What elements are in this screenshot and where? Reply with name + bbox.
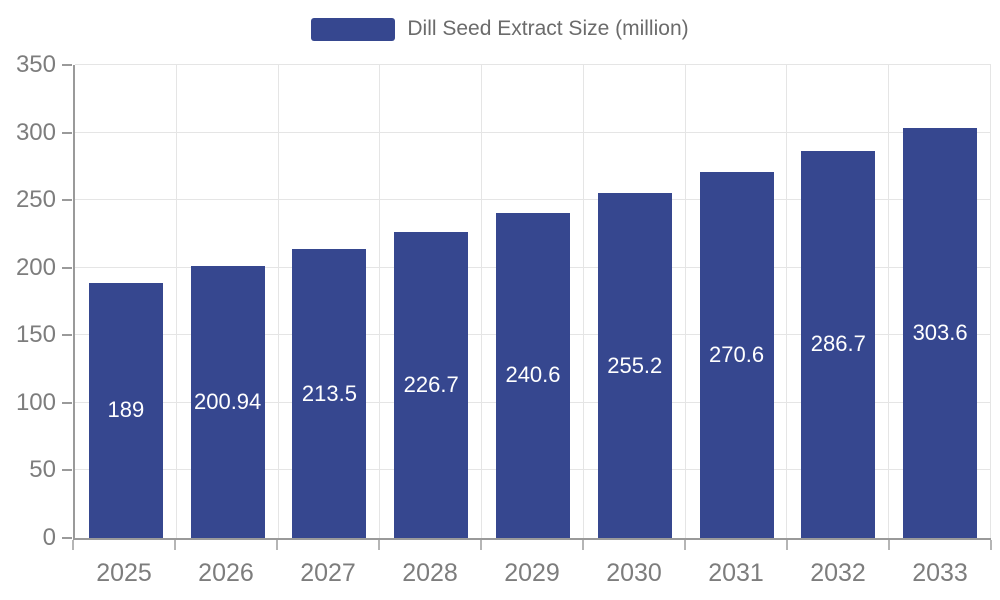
gridline-vertical: [277, 65, 279, 538]
x-axis-tick: [377, 540, 380, 550]
gridline-vertical: [379, 65, 381, 538]
x-axis-tick: [888, 540, 890, 550]
y-axis-label: 100: [15, 388, 56, 416]
bar[interactable]: 189: [88, 282, 163, 538]
x-axis-label: 2031: [708, 559, 764, 587]
gridline-horizontal: [75, 199, 991, 201]
x-axis-tick: [582, 540, 584, 550]
bar-value-label: 226.7: [403, 371, 459, 397]
y-axis-label: 300: [15, 118, 56, 146]
bar[interactable]: 213.5: [292, 249, 367, 538]
y-axis-label: 200: [15, 253, 56, 281]
x-axis-label: 2025: [96, 559, 152, 587]
y-axis-ticks: [62, 64, 72, 539]
y-axis-tick: [62, 266, 72, 269]
bar-value-label: 303.6: [912, 319, 968, 345]
bar-slot: 286.7: [787, 65, 889, 538]
bar-slot: 303.6: [889, 65, 991, 538]
x-axis-label: 2033: [912, 559, 968, 587]
x-axis-tick: [480, 540, 482, 550]
bar-slot: 240.6: [482, 65, 584, 538]
bar[interactable]: 255.2: [597, 193, 672, 538]
gridline-horizontal: [75, 64, 991, 65]
bar-slot: 213.5: [279, 65, 381, 538]
y-axis-label: 350: [15, 51, 56, 78]
gridline-vertical: [582, 65, 584, 538]
bar-value-label: 286.7: [810, 331, 866, 357]
x-axis-tick: [683, 540, 686, 550]
x-axis-label: 2030: [606, 559, 662, 587]
x-axis-tick: [786, 540, 788, 550]
legend: Dill Seed Extract Size (million): [0, 17, 1000, 41]
y-axis-tick: [62, 401, 72, 404]
gridline-vertical: [786, 65, 788, 538]
y-axis-label: 250: [15, 186, 56, 214]
y-axis-tick: [62, 131, 72, 134]
bar-value-label: 270.6: [709, 342, 765, 368]
y-axis-tick: [62, 537, 72, 539]
y-axis-tick: [62, 469, 72, 472]
bar[interactable]: 200.94: [190, 266, 265, 538]
bar-slot: 189: [75, 65, 177, 538]
gridline-vertical: [175, 65, 177, 538]
y-axis-labels: 0 50 100 150 200 250 300 350: [0, 53, 56, 550]
x-axis-label: 2026: [198, 559, 254, 587]
gridline-vertical: [888, 65, 890, 538]
x-axis-label: 2029: [504, 559, 560, 587]
plot-area: 189 200.94 213.5 226.7 240.6 255.2 270.6 286.7 3…: [73, 64, 991, 540]
bar-slot: 226.7: [380, 65, 482, 538]
x-axis-label: 2027: [300, 559, 356, 587]
x-axis-tick: [72, 540, 74, 550]
y-axis-label: 0: [42, 524, 56, 551]
x-axis-tick: [276, 540, 278, 550]
x-axis-labels: 2025 2026 2027 2028 2029 2030 2031 2032 2033: [73, 558, 991, 590]
gridline-horizontal: [75, 131, 991, 133]
y-axis-label: 50: [29, 456, 56, 484]
bar[interactable]: 303.6: [903, 127, 978, 538]
bar-value-label: 189: [107, 397, 145, 423]
x-axis-ticks: [72, 540, 992, 550]
x-axis-label: 2028: [402, 559, 458, 587]
legend-label: Dill Seed Extract Size (million): [407, 17, 689, 40]
legend-swatch: [311, 17, 396, 41]
gridline-vertical: [684, 65, 686, 538]
y-axis-tick: [62, 199, 72, 202]
x-axis-tick: [990, 540, 992, 550]
x-axis-tick: [174, 540, 176, 550]
bar-slot: 270.6: [686, 65, 788, 538]
bar[interactable]: 270.6: [699, 172, 774, 538]
gridline-vertical: [481, 65, 483, 538]
bar-value-label: 240.6: [505, 362, 561, 388]
bar[interactable]: 226.7: [394, 231, 469, 538]
y-axis-tick: [62, 64, 72, 66]
gridline-vertical: [990, 65, 991, 538]
y-axis-tick: [62, 334, 72, 337]
bar-value-label: 255.2: [607, 352, 663, 378]
bar[interactable]: 286.7: [801, 150, 876, 538]
x-axis-label: 2032: [810, 559, 866, 587]
bar-slot: 200.94: [177, 65, 279, 538]
bar-slot: 255.2: [584, 65, 686, 538]
bar[interactable]: 240.6: [495, 212, 570, 538]
legend-item[interactable]: Dill Seed Extract Size (million): [311, 17, 689, 41]
bar-value-label: 200.94: [193, 389, 262, 415]
y-axis-label: 150: [15, 321, 56, 349]
bar-value-label: 213.5: [301, 380, 357, 406]
